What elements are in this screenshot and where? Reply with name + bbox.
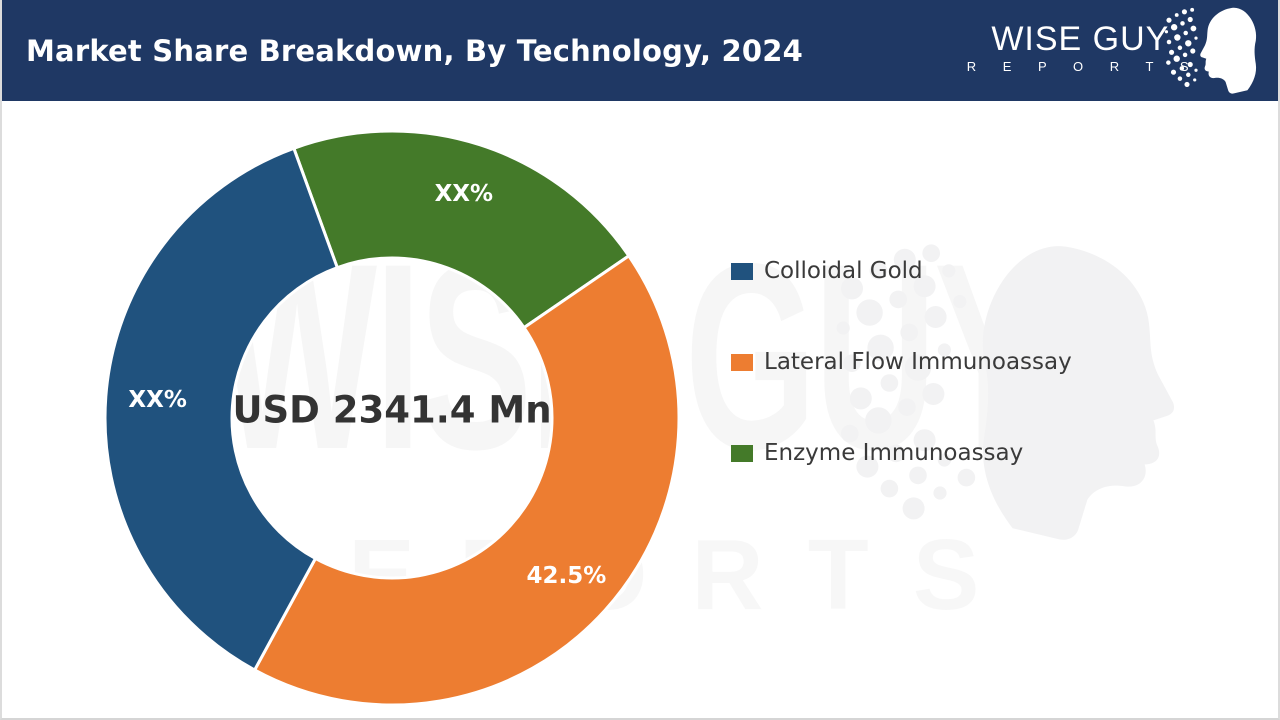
legend-swatch-icon [731, 262, 753, 280]
logo-words: WISE GUY R E P O R T S [961, 22, 1200, 74]
donut-segment-1 [253, 254, 681, 707]
legend-label: Enzyme Immunoassay [764, 440, 1024, 466]
donut-center-value: USD 2341.4 Mn [232, 388, 552, 432]
legend-swatch-icon [731, 444, 753, 462]
header-bar: Market Share Breakdown, By Technology, 2… [2, 0, 1278, 101]
segment-label-0: XX% [434, 181, 494, 208]
donut-svg [103, 129, 681, 707]
donut-segment-2 [103, 146, 339, 672]
page-title: Market Share Breakdown, By Technology, 2… [26, 33, 804, 68]
donut-chart: USD 2341.4 Mn XX% 42.5% XX% [92, 115, 692, 715]
logo-name-text: WISE GUY [991, 20, 1170, 58]
chart-legend: Colloidal Gold Lateral Flow Immunoassay En… [731, 0, 1151, 718]
wiseguy-face-icon [1164, 7, 1257, 94]
logo-sub-text: R E P O R T S [966, 59, 1200, 74]
legend-swatch-icon [731, 353, 753, 371]
segment-label-2: XX% [128, 387, 187, 414]
legend-row-1: Lateral Flow Immunoassay [731, 349, 1072, 375]
legend-label: Colloidal Gold [764, 258, 923, 284]
donut-segment-0 [292, 129, 631, 330]
segment-label-1: 42.5% [526, 562, 607, 589]
legend-label: Lateral Flow Immunoassay [764, 349, 1072, 375]
wiseguy-logo: WISE GUY R E P O R T S [967, 0, 1272, 101]
legend-row-0: Colloidal Gold [731, 258, 923, 284]
legend-row-2: Enzyme Immunoassay [731, 440, 1023, 466]
